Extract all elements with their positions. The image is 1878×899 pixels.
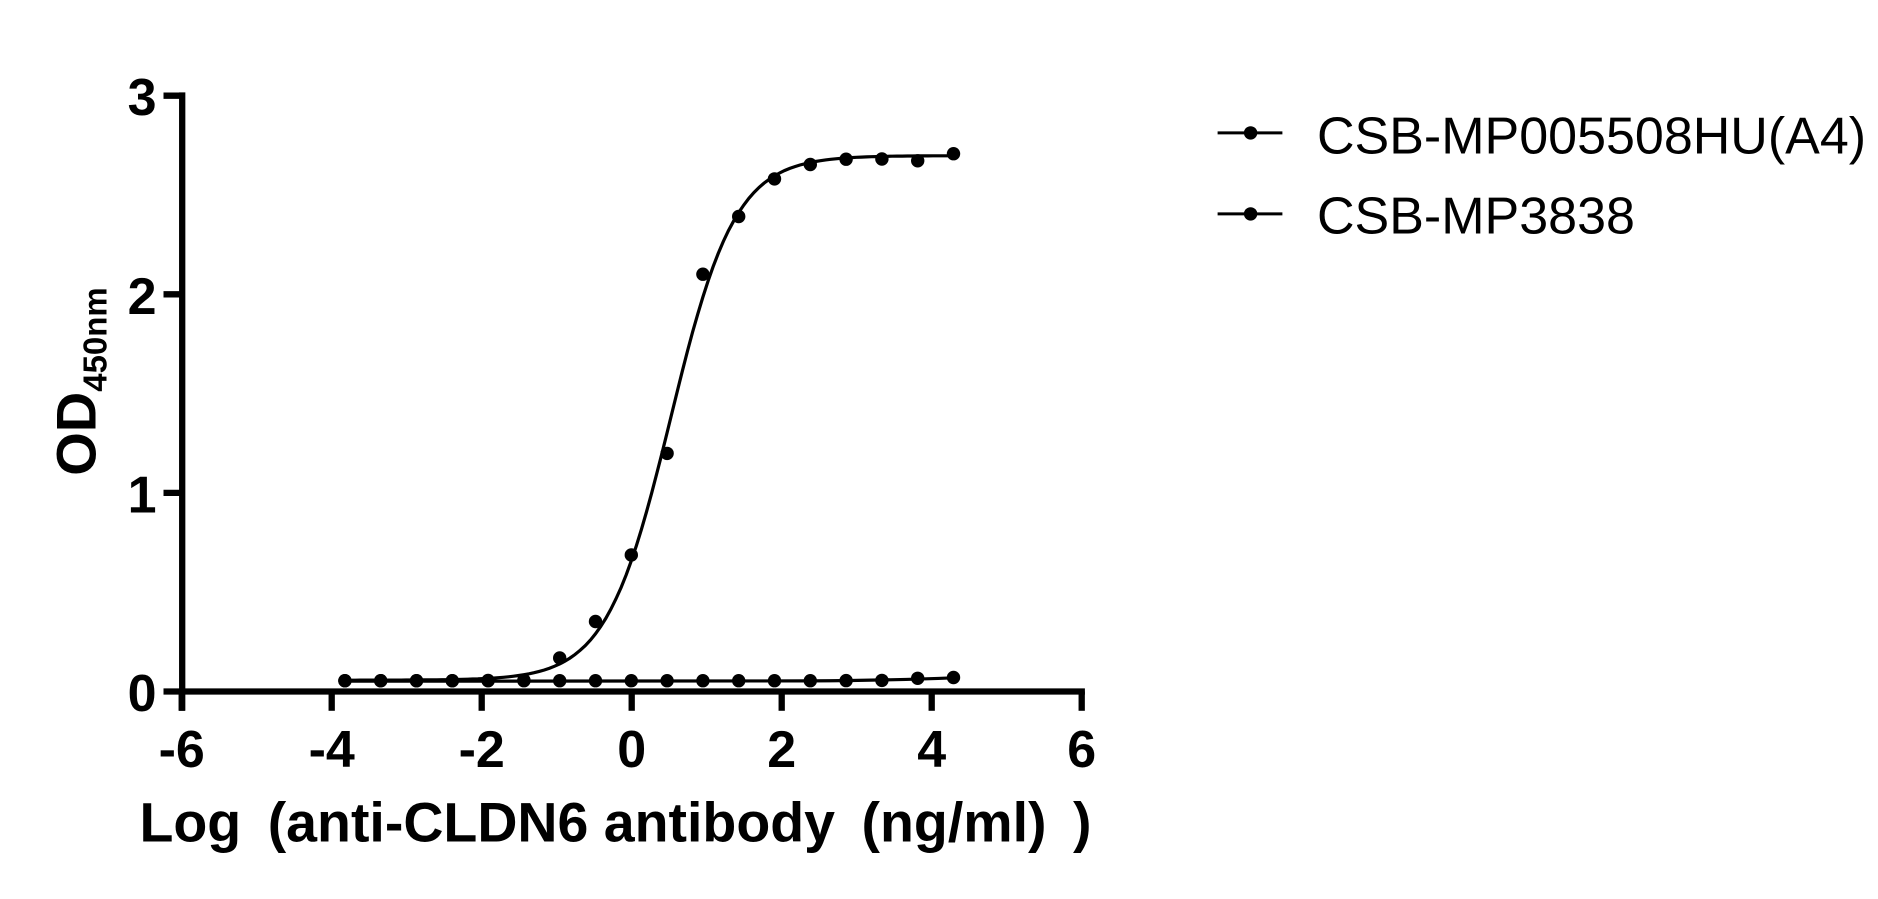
svg-text:CSB-MP3838: CSB-MP3838: [1317, 188, 1635, 246]
svg-text:CSB-MP005508HU(A4): CSB-MP005508HU(A4): [1317, 107, 1866, 165]
svg-text:3: 3: [128, 69, 157, 127]
svg-text:4: 4: [917, 721, 946, 779]
svg-text:Log (anti-CLDN6 antibody (ng: Log (anti-CLDN6 antibody (ng/ml) ): [139, 792, 1091, 854]
svg-text:0: 0: [128, 665, 157, 723]
svg-text:-4: -4: [309, 721, 355, 779]
svg-text:6: 6: [1067, 721, 1096, 779]
svg-text:-6: -6: [159, 721, 205, 779]
svg-text:2: 2: [767, 721, 796, 779]
svg-text:1: 1: [128, 466, 157, 524]
svg-text:2: 2: [128, 268, 157, 326]
svg-text:-2: -2: [459, 721, 505, 779]
svg-text:0: 0: [617, 721, 646, 779]
